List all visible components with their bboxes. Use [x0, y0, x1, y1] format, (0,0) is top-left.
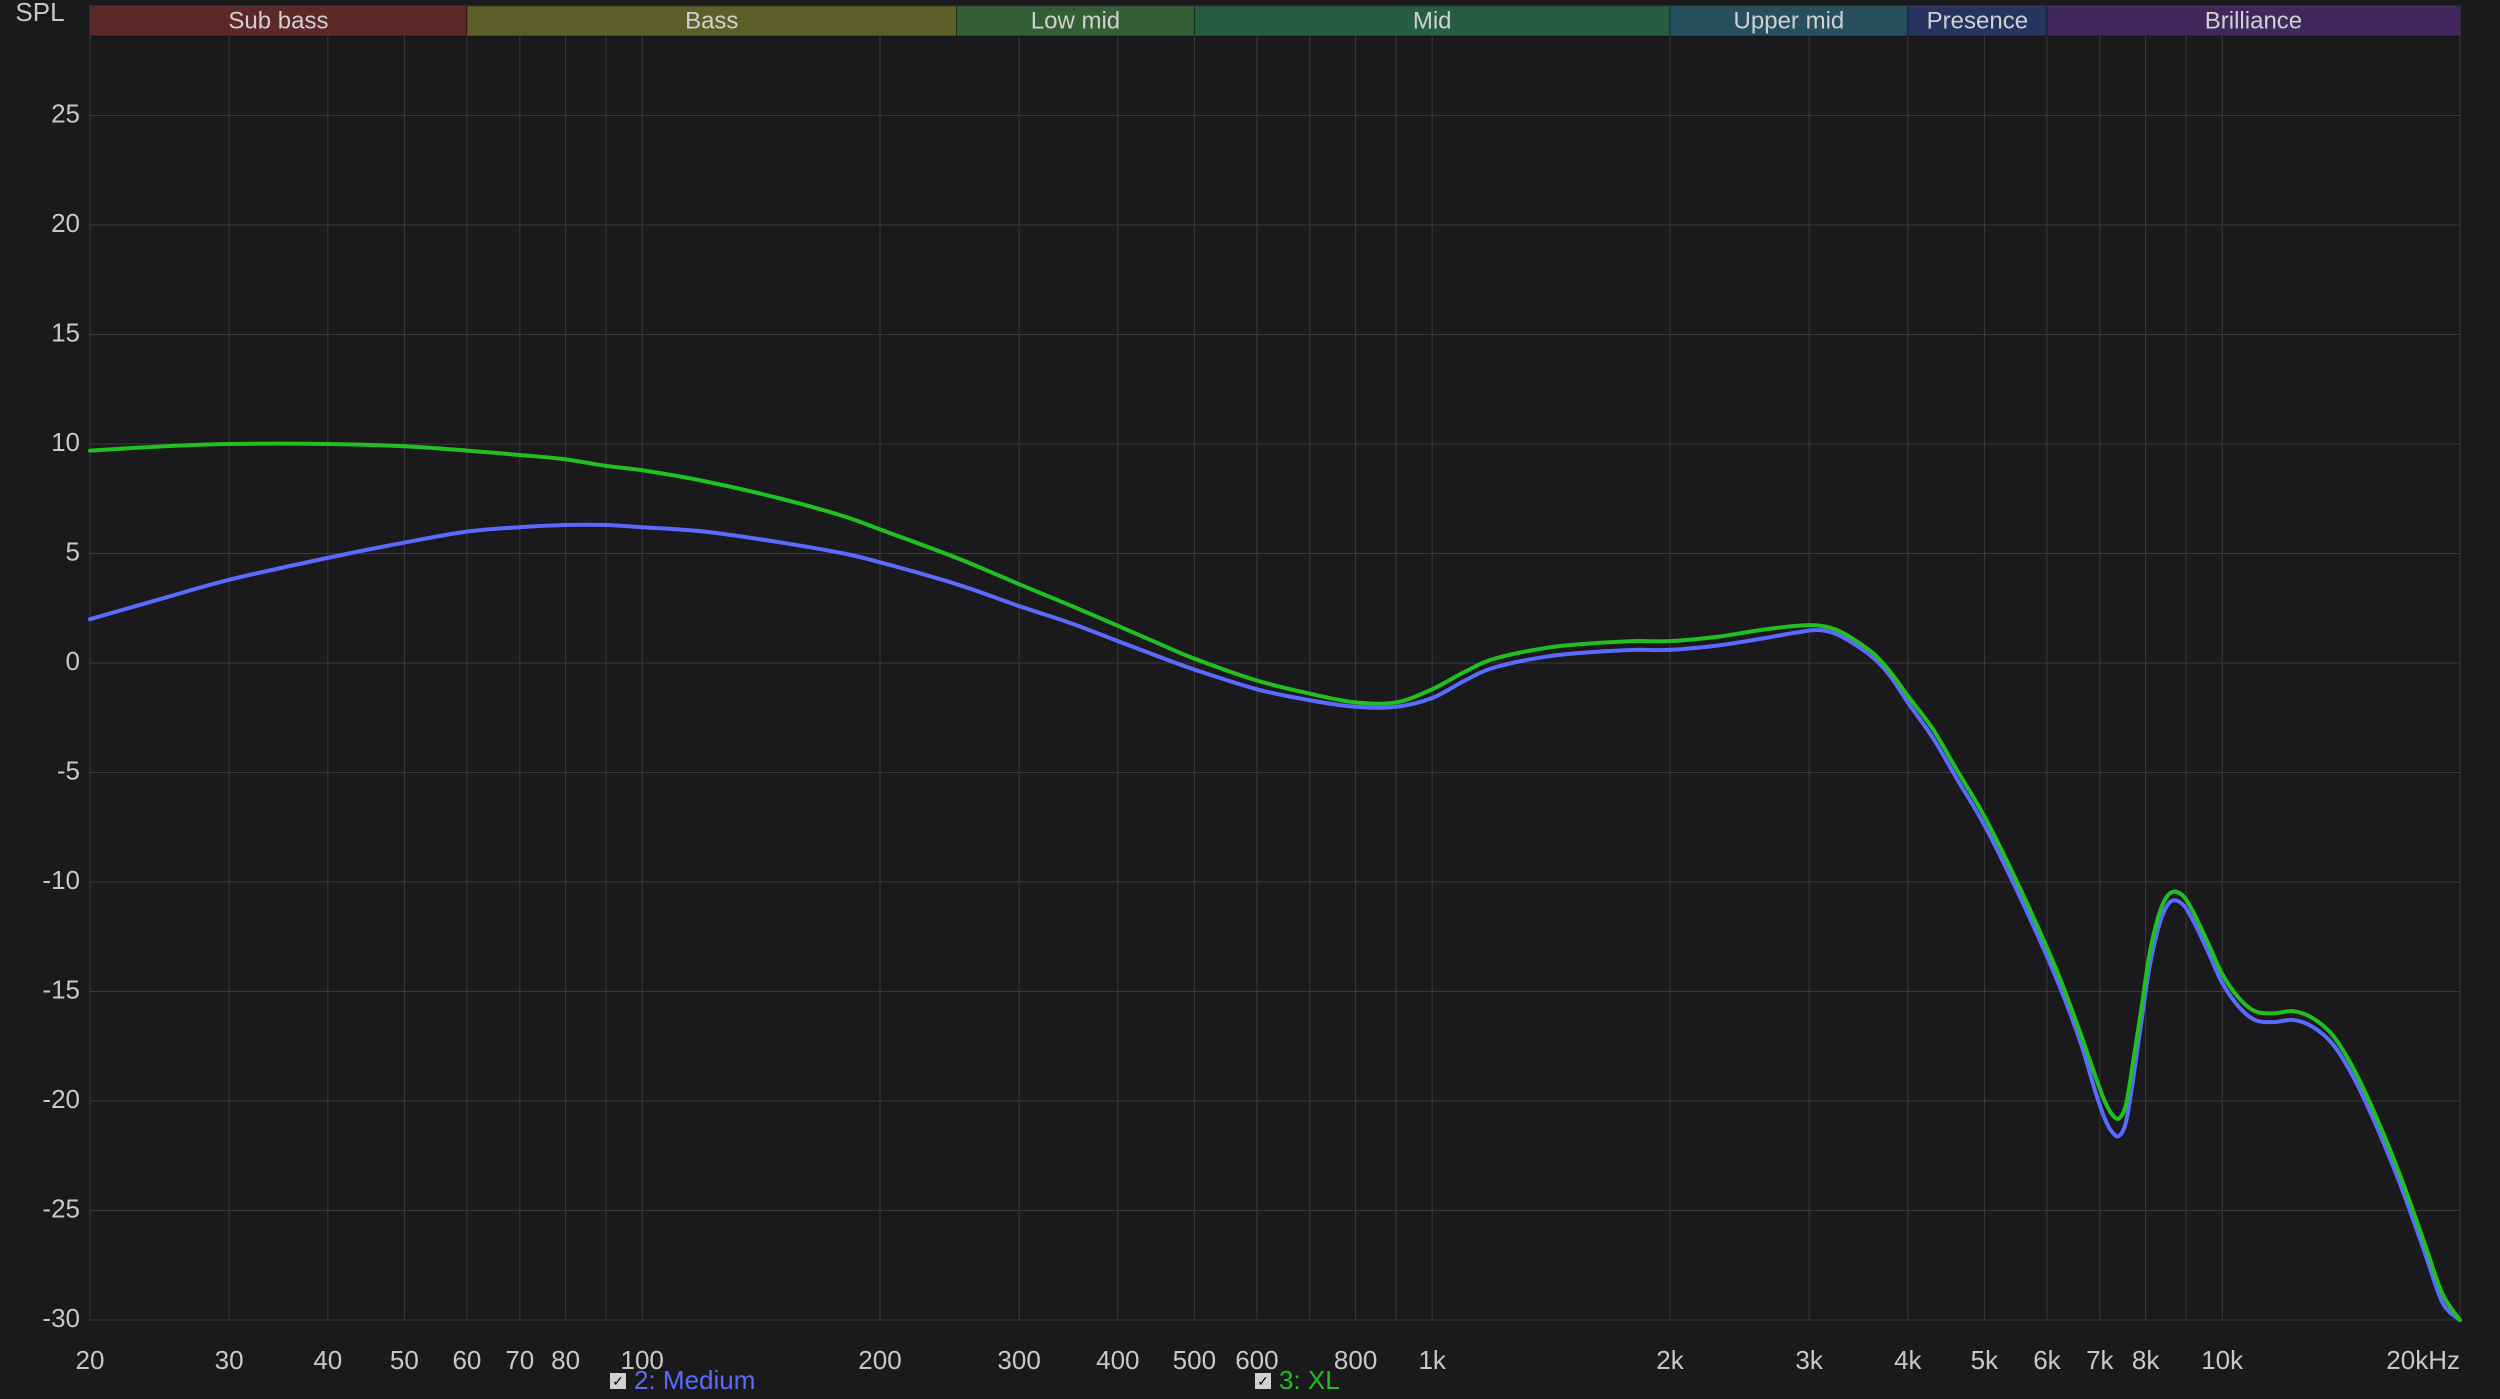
y-tick-label: -10 [42, 865, 80, 895]
band-label: Presence [1927, 7, 2028, 34]
y-tick-label: -20 [42, 1084, 80, 1114]
y-tick-label: 20 [51, 208, 80, 238]
band-label: Upper mid [1734, 7, 1845, 34]
legend-item-medium[interactable]: ✓ 2: Medium [610, 1365, 755, 1396]
band-label: Sub bass [228, 7, 328, 34]
y-tick-label: 15 [51, 317, 80, 347]
y-tick-label: -5 [57, 755, 80, 785]
frequency-response-chart: Sub bass Bass Low mid Mid Upper mid Presence B… [0, 0, 2500, 1399]
legend-item-xl[interactable]: ✓ 3: XL [1255, 1365, 1340, 1396]
chart-svg: Sub bass Bass Low mid Mid Upper mid Presence B… [0, 0, 2500, 1399]
y-tick-label: -15 [42, 974, 80, 1004]
band-label: Brilliance [2205, 7, 2302, 34]
y-tick-label: 25 [51, 98, 80, 128]
y-tick-label: 0 [66, 646, 80, 676]
legend-label: 2: Medium [634, 1365, 755, 1396]
y-axis-title: SPL [15, 0, 64, 27]
legend-label: 3: XL [1279, 1365, 1340, 1396]
band-label: Low mid [1031, 7, 1120, 34]
y-tick-label: -25 [42, 1193, 80, 1223]
checkbox-icon[interactable]: ✓ [610, 1373, 626, 1389]
y-tick-label: 5 [66, 536, 80, 566]
y-tick-label: -30 [42, 1303, 80, 1333]
checkbox-icon[interactable]: ✓ [1255, 1373, 1271, 1389]
band-label: Bass [685, 7, 738, 34]
legend: ✓ 2: Medium ✓ 3: XL [0, 1363, 2500, 1399]
band-label: Mid [1413, 7, 1452, 34]
y-tick-label: 10 [51, 427, 80, 457]
